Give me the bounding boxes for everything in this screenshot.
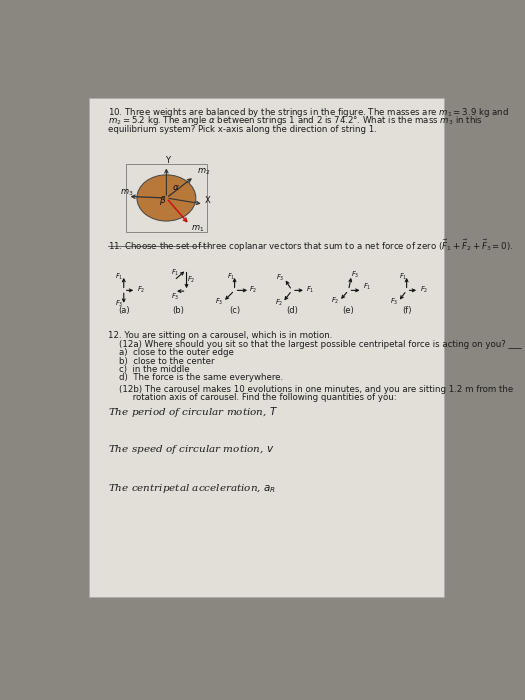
- Text: equilibrium system? Pick x-axis along the direction of string 1.: equilibrium system? Pick x-axis along th…: [108, 125, 377, 134]
- Text: $F_2$: $F_2$: [419, 286, 428, 295]
- Text: $m_2 = 5.2$ kg. The angle $\alpha$ between strings 1 and 2 is 74.2°. What is the: $m_2 = 5.2$ kg. The angle $\alpha$ betwe…: [108, 114, 483, 127]
- Text: 10. Three weights are balanced by the strings in the figure. The masses are $m_1: 10. Three weights are balanced by the st…: [108, 106, 509, 119]
- Text: $m_3$: $m_3$: [120, 188, 133, 198]
- Text: (12a) Where should you sit so that the largest possible centripetal force is act: (12a) Where should you sit so that the l…: [108, 340, 522, 349]
- Text: (12b) The carousel makes 10 evolutions in one minutes, and you are sitting 1.2 m: (12b) The carousel makes 10 evolutions i…: [108, 385, 513, 394]
- Text: (b): (b): [172, 307, 184, 316]
- Text: $F_3$: $F_3$: [390, 297, 398, 307]
- Text: $F_3$: $F_3$: [215, 297, 223, 307]
- Text: (f): (f): [402, 307, 412, 316]
- Text: X: X: [205, 195, 211, 204]
- Ellipse shape: [137, 175, 196, 221]
- FancyBboxPatch shape: [126, 164, 207, 232]
- Text: d)  The force is the same everywhere.: d) The force is the same everywhere.: [108, 374, 284, 382]
- Text: $F_1$: $F_1$: [115, 272, 123, 281]
- Text: $F_3$: $F_3$: [115, 299, 123, 309]
- Text: b)  close to the center: b) close to the center: [108, 356, 215, 365]
- Text: c)  in the middle: c) in the middle: [108, 365, 190, 374]
- Text: The speed of circular motion, $v$: The speed of circular motion, $v$: [108, 443, 275, 456]
- Text: $F_1$: $F_1$: [172, 267, 180, 278]
- Text: rotation axis of carousel. Find the following quantities of you:: rotation axis of carousel. Find the foll…: [108, 393, 397, 402]
- Text: $F_1$: $F_1$: [226, 272, 235, 281]
- Text: $F_1$: $F_1$: [398, 272, 407, 281]
- FancyBboxPatch shape: [89, 98, 444, 597]
- Text: (a): (a): [118, 307, 130, 316]
- Text: a)  close to the outer edge: a) close to the outer edge: [108, 348, 234, 357]
- Text: $m_1$: $m_1$: [191, 223, 204, 234]
- Text: $F_2$: $F_2$: [187, 275, 195, 286]
- Text: 12. You are sitting on a carousel, which is in motion.: 12. You are sitting on a carousel, which…: [108, 331, 333, 340]
- Text: 11. Choose the set of three coplanar vectors that sum to a net force of zero ($\: 11. Choose the set of three coplanar vec…: [108, 237, 513, 253]
- Text: $F_2$: $F_2$: [275, 298, 283, 308]
- Text: $F_3$: $F_3$: [276, 273, 285, 283]
- Text: Y: Y: [165, 155, 170, 164]
- Text: $F_2$: $F_2$: [249, 286, 257, 295]
- Text: (d): (d): [286, 307, 298, 316]
- Text: The period of circular motion, $T$: The period of circular motion, $T$: [108, 405, 278, 419]
- Text: $F_1$: $F_1$: [363, 282, 371, 293]
- Text: (e): (e): [343, 307, 354, 316]
- Text: $F_2$: $F_2$: [136, 286, 145, 295]
- Text: $\beta$: $\beta$: [159, 195, 166, 207]
- Text: (c): (c): [229, 307, 240, 316]
- Text: $F_3$: $F_3$: [351, 270, 359, 280]
- Text: $F_2$: $F_2$: [331, 296, 340, 306]
- Text: $m_2$: $m_2$: [196, 167, 210, 177]
- Text: $F_3$: $F_3$: [172, 292, 180, 302]
- Text: $\alpha$: $\alpha$: [172, 183, 180, 192]
- Text: The centripetal acceleration, $a_R$: The centripetal acceleration, $a_R$: [108, 482, 276, 495]
- Text: $F_1$: $F_1$: [307, 286, 314, 295]
